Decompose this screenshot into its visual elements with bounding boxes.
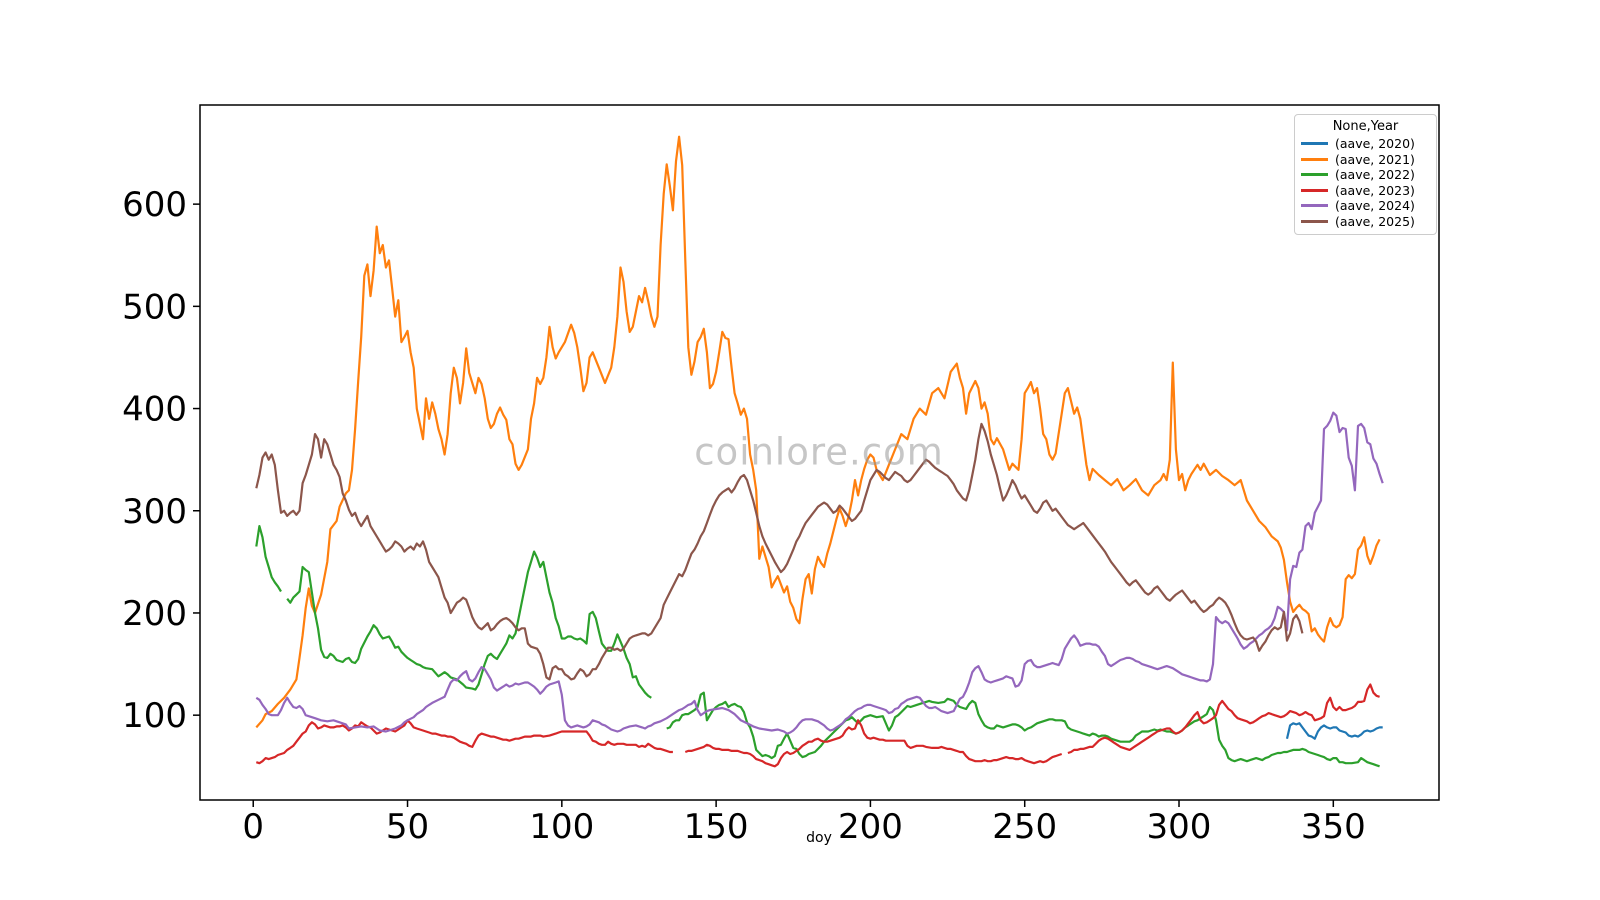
series-line (684, 719, 1063, 768)
series-line (1285, 722, 1383, 740)
legend-item: (aave, 2023) (1301, 183, 1430, 199)
legend-line-swatch (1301, 142, 1328, 146)
legend-item-label: (aave, 2021) (1335, 151, 1415, 167)
plot-frame (199, 104, 1440, 801)
x-tick-label: 250 (992, 807, 1057, 847)
series-aave2023 (255, 683, 1380, 768)
legend-item-label: (aave, 2020) (1335, 136, 1415, 152)
x-tick-label: 50 (386, 807, 429, 847)
margin-top (0, 0, 1600, 104)
legend-item-label: (aave, 2025) (1335, 213, 1415, 229)
x-tick-label: 100 (529, 807, 594, 847)
series-line (286, 550, 652, 699)
y-axis-ticks: 100 200 300 400 500 600 (122, 185, 200, 736)
series-line (1067, 683, 1380, 755)
x-tick-label: 0 (242, 807, 264, 847)
y-tick-label: 200 (122, 594, 187, 634)
series-aave2022 (255, 524, 1380, 768)
legend-line-swatch (1301, 219, 1328, 223)
x-tick-label: 200 (838, 807, 903, 847)
legend-title: None,Year (1332, 119, 1399, 134)
legend-items: (aave, 2020) (aave, 2021) (aave, 2022) (aav… (1301, 136, 1430, 229)
legend-item: (aave, 2020) (1301, 136, 1430, 152)
legend-item: (aave, 2021) (1301, 152, 1430, 168)
legend-line-swatch (1301, 204, 1328, 208)
series-line (666, 691, 1380, 768)
series-aave2021 (255, 135, 1381, 729)
margin-bottom (0, 801, 1600, 900)
series-aave2025 (255, 422, 1304, 681)
legend: None,Year (aave, 2020) (aave, 2021) (aave,… (1294, 114, 1437, 235)
x-axis-ticks: 0 50 100 150 200 250 300 350 (242, 800, 1366, 847)
y-tick-label: 300 (122, 492, 187, 532)
series-aave2020 (1285, 722, 1383, 740)
margin-right (1440, 0, 1600, 900)
legend-item-label: (aave, 2023) (1335, 182, 1415, 198)
series-line (255, 524, 282, 593)
series-aave2024 (255, 411, 1384, 735)
x-tick-label: 300 (1147, 807, 1212, 847)
legend-item: (aave, 2024) (1301, 198, 1430, 214)
series-line (255, 719, 673, 765)
plot-series (255, 135, 1384, 768)
margin-left (0, 0, 199, 900)
legend-line-swatch (1301, 157, 1328, 161)
series-line (255, 135, 1381, 729)
series-line (255, 422, 1304, 681)
y-tick-label: 500 (122, 287, 187, 327)
x-tick-label: 350 (1301, 807, 1366, 847)
legend-item-label: (aave, 2024) (1335, 198, 1415, 214)
y-tick-label: 100 (122, 696, 187, 736)
y-tick-label: 600 (122, 185, 187, 225)
y-tick-label: 400 (122, 390, 187, 430)
legend-item: (aave, 2022) (1301, 167, 1430, 183)
legend-line-swatch (1301, 188, 1328, 192)
legend-item: (aave, 2025) (1301, 214, 1430, 230)
series-line (255, 411, 1384, 735)
legend-line-swatch (1301, 173, 1328, 177)
x-tick-label: 150 (684, 807, 749, 847)
x-axis-label: doy (806, 830, 832, 846)
legend-item-label: (aave, 2022) (1335, 167, 1415, 183)
